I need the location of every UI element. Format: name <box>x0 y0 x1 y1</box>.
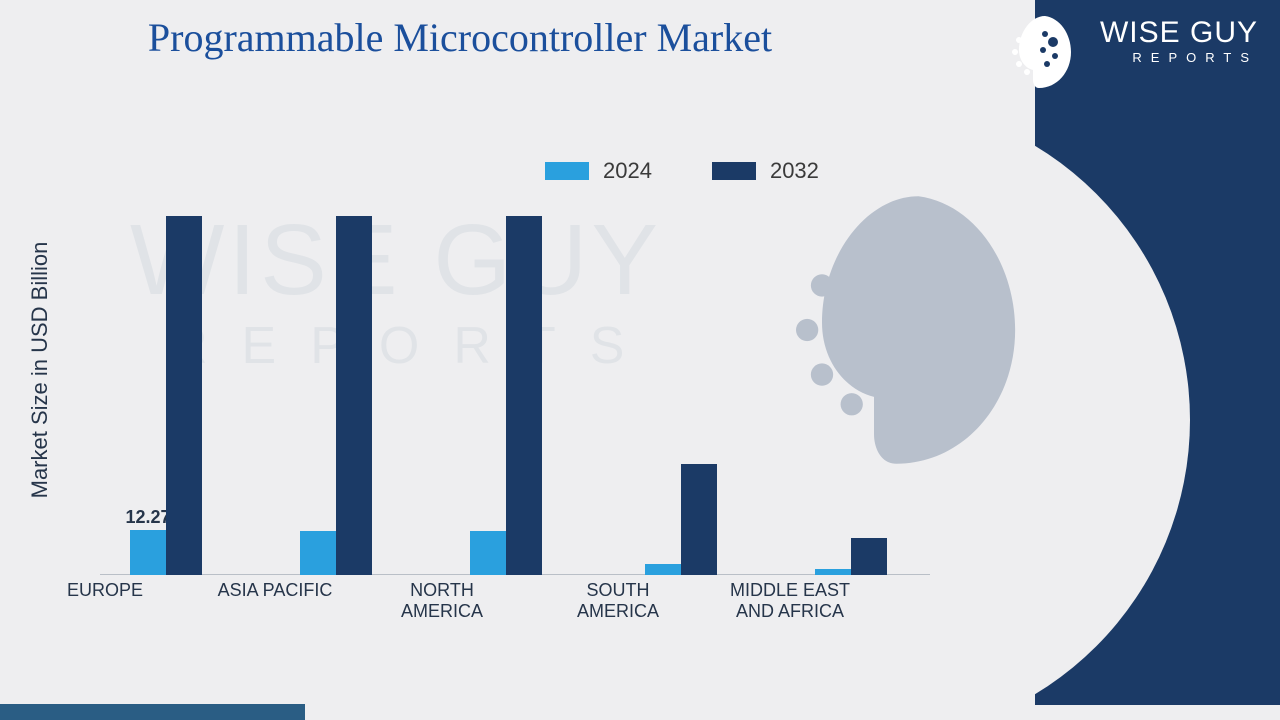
page-root: Programmable Microcontroller Market WISE… <box>0 0 1280 720</box>
legend-swatch-icon <box>545 162 589 180</box>
category-label: SOUTH AMERICA <box>553 580 683 621</box>
brand-logo-main: WISE GUY <box>1100 18 1258 48</box>
bar <box>645 564 681 575</box>
bottom-bar <box>0 704 305 720</box>
category-label: MIDDLE EAST AND AFRICA <box>725 580 855 621</box>
bar: 12.27 <box>130 530 166 575</box>
chart-plot-area: 12.27 <box>100 205 930 575</box>
brand-head-icon <box>1005 12 1075 92</box>
bar <box>506 216 542 575</box>
legend-swatch-icon <box>712 162 756 180</box>
category-label: NORTH AMERICA <box>377 580 507 621</box>
chart-title: Programmable Microcontroller Market <box>0 14 920 61</box>
category-label: ASIA PACIFIC <box>210 580 340 601</box>
legend-label: 2032 <box>770 158 819 184</box>
bar <box>681 464 717 575</box>
bar <box>300 531 336 575</box>
bar <box>470 531 506 575</box>
bar-value-label: 12.27 <box>125 507 170 528</box>
legend-label: 2024 <box>603 158 652 184</box>
bar <box>815 569 851 575</box>
legend-item: 2024 <box>545 158 652 184</box>
y-axis-label: Market Size in USD Billion <box>27 242 53 499</box>
category-label: EUROPE <box>40 580 170 601</box>
bar <box>336 216 372 575</box>
bar <box>166 216 202 575</box>
brand-logo: WISE GUY REPORTS <box>1100 18 1258 65</box>
bar <box>851 538 887 575</box>
legend: 2024 2032 <box>545 158 819 184</box>
brand-logo-sub: REPORTS <box>1100 50 1258 65</box>
legend-item: 2032 <box>712 158 819 184</box>
